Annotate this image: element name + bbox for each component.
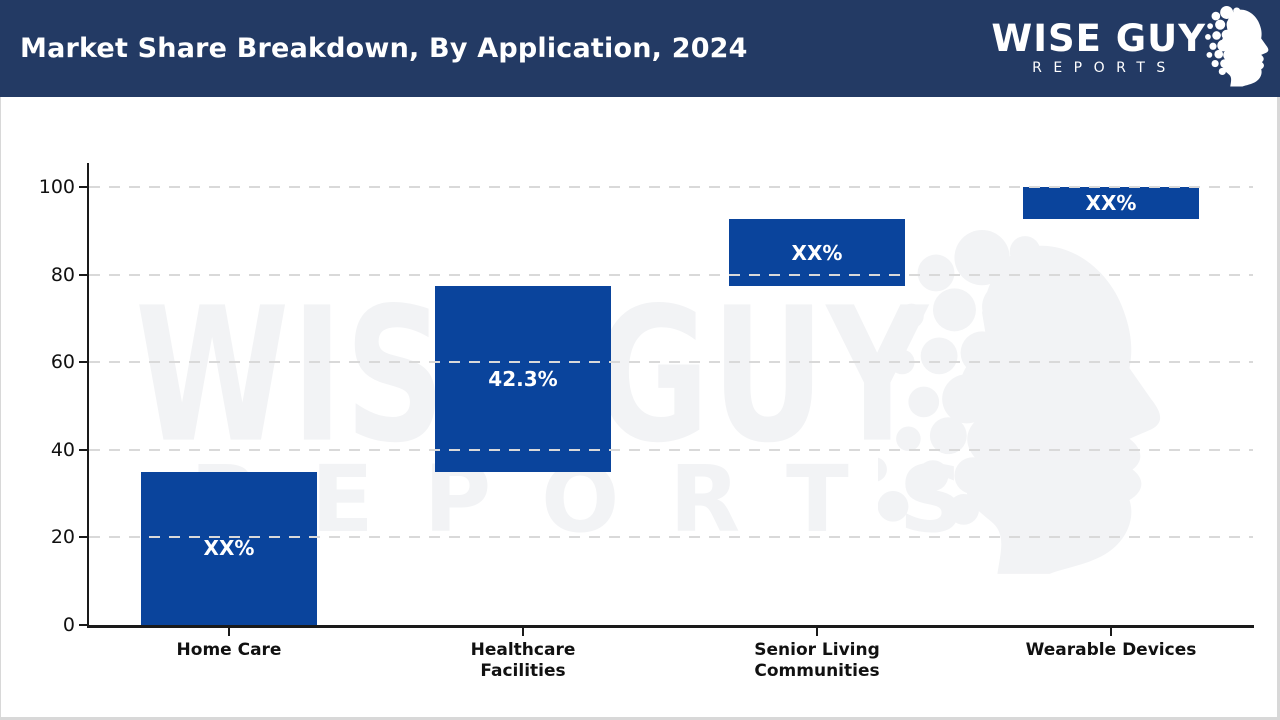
y-tick-0 bbox=[79, 624, 88, 626]
bar-value-label: XX% bbox=[1085, 191, 1137, 216]
y-tick-label-0: 0 bbox=[62, 614, 75, 636]
y-tick-100 bbox=[79, 186, 88, 188]
bar-home-care: XX% bbox=[141, 471, 317, 625]
x-axis-label-line: Facilities bbox=[480, 661, 566, 681]
y-tick-label-20: 20 bbox=[50, 526, 75, 549]
y-tick-60 bbox=[79, 361, 88, 364]
x-axis-label-1: Healthcare Facilities bbox=[403, 640, 643, 682]
watermark-head-icon bbox=[878, 230, 1161, 574]
header-bar: Market Share Breakdown, By Application, … bbox=[0, 0, 1280, 97]
y-tick-20 bbox=[79, 536, 88, 539]
gridline-80 bbox=[89, 273, 1253, 276]
x-tick-3 bbox=[1110, 628, 1112, 636]
bar-healthcare: 42.3% bbox=[435, 286, 611, 472]
gridline-20 bbox=[89, 536, 1253, 539]
x-axis-line bbox=[87, 625, 1254, 628]
x-tick-2 bbox=[816, 628, 818, 636]
x-axis-label-line: Senior Living bbox=[754, 640, 880, 660]
bar-senior-living: XX% bbox=[729, 219, 905, 287]
y-tick-label-100: 100 bbox=[38, 176, 75, 198]
left-edge-line bbox=[0, 97, 1, 720]
y-tick-40 bbox=[79, 448, 88, 451]
y-tick-80 bbox=[79, 273, 88, 276]
x-tick-1 bbox=[522, 628, 524, 636]
gridline-40 bbox=[89, 448, 1253, 451]
right-edge-line bbox=[1277, 97, 1280, 720]
x-tick-0 bbox=[228, 628, 230, 636]
logo-name: WISE GUY bbox=[991, 16, 1206, 60]
y-tick-label-60: 60 bbox=[50, 351, 75, 374]
x-axis-label-0: Home Care bbox=[109, 640, 349, 661]
bar-wearable-devices: XX% bbox=[1023, 187, 1199, 220]
logo-tagline: REPORTS bbox=[1032, 59, 1177, 76]
x-axis-label-line: Home Care bbox=[176, 640, 282, 660]
gridline-60 bbox=[89, 361, 1253, 364]
x-axis-label-line: Healthcare bbox=[470, 640, 576, 660]
x-axis-label-line: Communities bbox=[754, 661, 880, 681]
bottom-edge-line bbox=[0, 717, 1280, 720]
bar-value-label: XX% bbox=[203, 536, 255, 561]
logo-head-icon bbox=[1205, 6, 1269, 87]
bar-value-label: XX% bbox=[791, 240, 843, 265]
page-title: Market Share Breakdown, By Application, … bbox=[20, 33, 748, 64]
x-axis-label-3: Wearable Devices bbox=[991, 640, 1231, 661]
bar-value-label: 42.3% bbox=[488, 367, 558, 392]
wise-guy-logo: WISE GUY REPORTS bbox=[991, 6, 1270, 88]
y-tick-label-80: 80 bbox=[50, 263, 75, 286]
x-axis-label-line: Wearable Devices bbox=[1025, 640, 1197, 660]
y-axis-line bbox=[87, 163, 89, 628]
gridline-100 bbox=[89, 186, 1253, 188]
y-tick-label-40: 40 bbox=[50, 438, 75, 461]
logo-text: WISE GUY REPORTS bbox=[991, 16, 1206, 76]
x-axis-label-2: Senior Living Communities bbox=[697, 640, 937, 682]
